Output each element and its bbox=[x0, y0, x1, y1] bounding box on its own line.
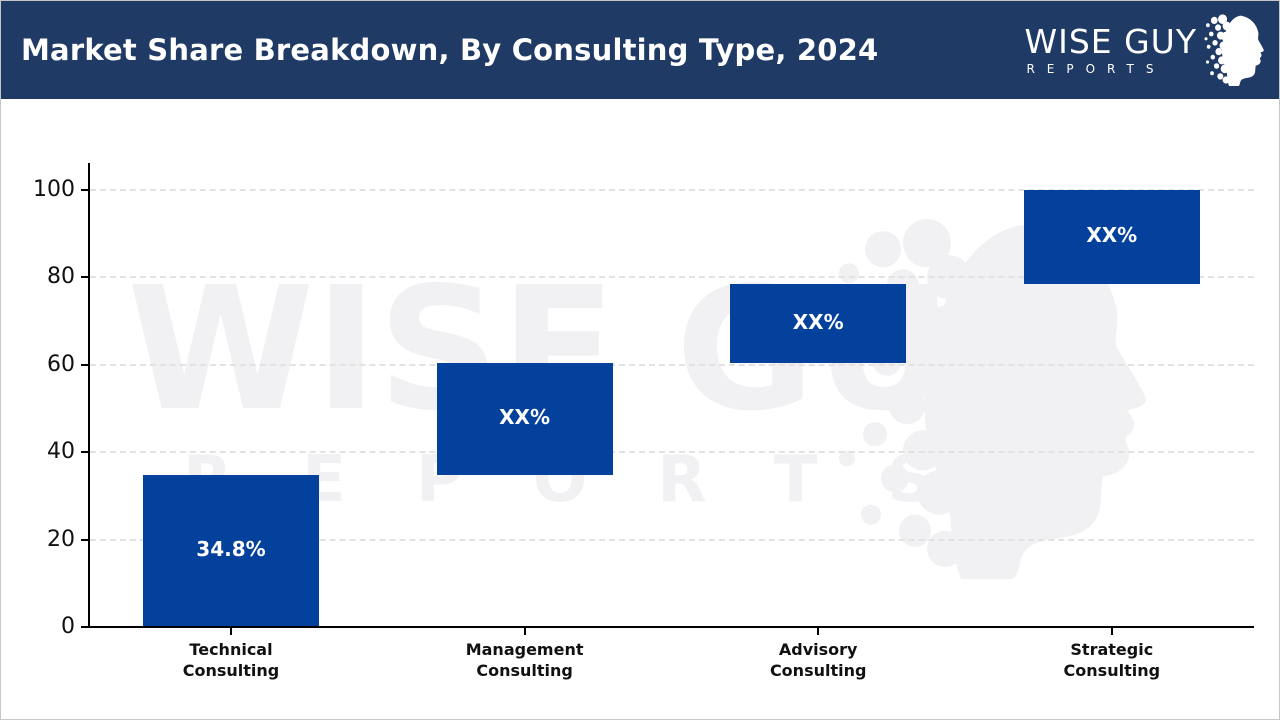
x-tick-mark bbox=[230, 628, 232, 635]
bar-value-label: XX% bbox=[499, 404, 551, 429]
gridline-20 bbox=[90, 538, 1254, 541]
waterfall-bar bbox=[730, 284, 907, 364]
y-tick-label: 60 bbox=[47, 351, 75, 377]
y-tick-label: 80 bbox=[47, 264, 75, 289]
gridline-80 bbox=[90, 276, 1254, 278]
y-tick-label: 40 bbox=[47, 439, 75, 464]
header: Market Share Breakdown, By Consulting Ty… bbox=[1, 1, 1279, 99]
logo-subtitle: REPORTS bbox=[1026, 61, 1166, 76]
logo-dotted-head-icon bbox=[1204, 14, 1264, 86]
gridline-60 bbox=[90, 363, 1254, 366]
y-axis-line bbox=[88, 163, 90, 628]
waterfall-bar bbox=[143, 474, 319, 627]
category-label: Management Consulting bbox=[465, 640, 584, 680]
category-label: Technical Consulting bbox=[182, 640, 280, 680]
y-tick-mark bbox=[81, 363, 89, 366]
y-tick-mark bbox=[81, 276, 89, 278]
y-tick-mark bbox=[81, 451, 89, 453]
x-tick-mark bbox=[1110, 628, 1113, 635]
wise-guy-logo: WISE GUY REPORTS bbox=[1024, 14, 1267, 86]
waterfall-bar bbox=[436, 363, 613, 475]
waterfall-bar bbox=[1023, 189, 1200, 285]
bar-value-label: XX% bbox=[1086, 222, 1138, 247]
x-axis-line bbox=[88, 626, 1254, 628]
x-tick-mark bbox=[817, 628, 820, 635]
logo-text: WISE GUY REPORTS bbox=[1024, 25, 1197, 76]
y-tick-label: 20 bbox=[47, 526, 75, 552]
x-tick-mark bbox=[523, 628, 526, 635]
y-tick-label: 100 bbox=[33, 176, 75, 202]
logo-name: WISE GUY bbox=[1024, 21, 1197, 61]
category-label: Strategic Consulting bbox=[1063, 640, 1161, 680]
chart-title: Market Share Breakdown, By Consulting Ty… bbox=[21, 33, 879, 67]
gridline-40 bbox=[90, 451, 1254, 453]
gridline-100 bbox=[90, 188, 1254, 191]
y-tick-mark bbox=[81, 188, 89, 191]
bar-value-label: 34.8% bbox=[196, 536, 266, 561]
y-tick-mark bbox=[81, 626, 89, 628]
y-tick-mark bbox=[81, 538, 89, 541]
bar-value-label: XX% bbox=[792, 309, 844, 334]
y-tick-label: 0 bbox=[61, 614, 75, 639]
category-label: Advisory Consulting bbox=[769, 640, 867, 680]
